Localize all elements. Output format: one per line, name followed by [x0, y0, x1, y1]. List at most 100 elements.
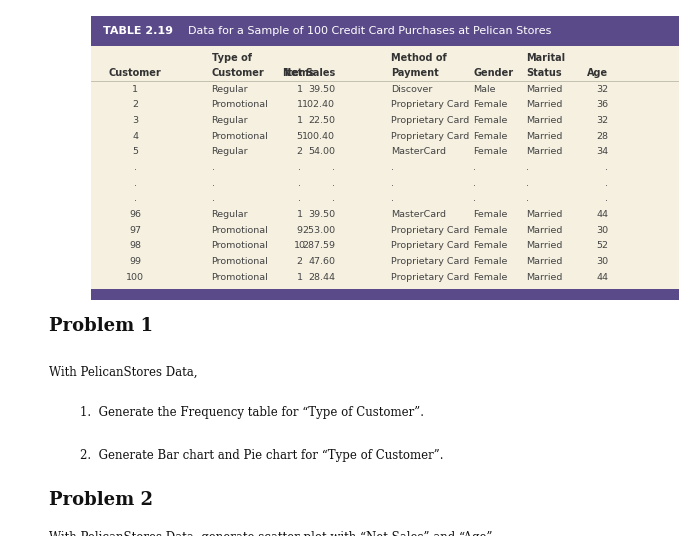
- Text: Type of: Type of: [211, 53, 251, 63]
- Text: Regular: Regular: [211, 116, 248, 125]
- Text: 97: 97: [129, 226, 141, 235]
- Text: Male: Male: [473, 85, 496, 93]
- FancyBboxPatch shape: [91, 16, 679, 300]
- Text: Payment: Payment: [391, 68, 439, 78]
- Text: 30: 30: [596, 226, 608, 235]
- Text: 10: 10: [294, 241, 306, 250]
- Text: 100: 100: [126, 272, 144, 281]
- Text: 44: 44: [596, 210, 608, 219]
- Text: 28: 28: [596, 131, 608, 140]
- Text: 98: 98: [129, 241, 141, 250]
- Text: 1: 1: [297, 116, 302, 125]
- Text: Discover: Discover: [391, 85, 433, 93]
- Text: .: .: [298, 178, 301, 188]
- Text: .: .: [134, 178, 136, 188]
- Text: 36: 36: [596, 100, 608, 109]
- Text: .: .: [332, 178, 335, 188]
- FancyBboxPatch shape: [91, 16, 679, 46]
- Text: Promotional: Promotional: [211, 241, 268, 250]
- Text: Proprietary Card: Proprietary Card: [391, 100, 469, 109]
- Text: 32: 32: [596, 85, 608, 93]
- Text: .: .: [391, 163, 394, 172]
- Text: 5: 5: [132, 147, 138, 156]
- Text: .: .: [211, 163, 214, 172]
- Text: .: .: [332, 194, 335, 203]
- Text: MasterCard: MasterCard: [391, 147, 446, 156]
- Text: Married: Married: [526, 147, 563, 156]
- Text: 2: 2: [297, 147, 302, 156]
- Text: .: .: [606, 194, 608, 203]
- Text: .: .: [211, 178, 214, 188]
- Text: Promotional: Promotional: [211, 131, 268, 140]
- Text: 253.00: 253.00: [302, 226, 335, 235]
- Text: Gender: Gender: [473, 68, 513, 78]
- Text: Promotional: Promotional: [211, 272, 268, 281]
- Text: 1: 1: [297, 272, 302, 281]
- Text: 287.59: 287.59: [302, 241, 335, 250]
- Text: Regular: Regular: [211, 147, 248, 156]
- Text: Female: Female: [473, 272, 508, 281]
- Text: Status: Status: [526, 68, 561, 78]
- Text: Problem 1: Problem 1: [49, 317, 153, 334]
- Text: 5: 5: [297, 131, 302, 140]
- Text: 30: 30: [596, 257, 608, 266]
- Text: 39.50: 39.50: [308, 85, 335, 93]
- Text: 3: 3: [132, 116, 138, 125]
- Text: Regular: Regular: [211, 85, 248, 93]
- Text: .: .: [211, 194, 214, 203]
- Text: .: .: [473, 178, 476, 188]
- Text: 4: 4: [132, 131, 138, 140]
- Text: 39.50: 39.50: [308, 210, 335, 219]
- Text: 1.  Generate the Frequency table for “Type of Customer”.: 1. Generate the Frequency table for “Typ…: [80, 406, 424, 419]
- Text: Female: Female: [473, 131, 508, 140]
- Text: .: .: [391, 194, 394, 203]
- Text: .: .: [298, 163, 301, 172]
- Text: MasterCard: MasterCard: [391, 210, 446, 219]
- Text: .: .: [526, 178, 529, 188]
- Text: 102.40: 102.40: [302, 100, 335, 109]
- Text: 22.50: 22.50: [308, 116, 335, 125]
- Text: Married: Married: [526, 272, 563, 281]
- Text: Proprietary Card: Proprietary Card: [391, 116, 469, 125]
- Text: Female: Female: [473, 210, 508, 219]
- Text: Proprietary Card: Proprietary Card: [391, 131, 469, 140]
- Text: 47.60: 47.60: [308, 257, 335, 266]
- Text: Promotional: Promotional: [211, 100, 268, 109]
- Text: Married: Married: [526, 85, 563, 93]
- Text: 1: 1: [297, 210, 302, 219]
- Text: Married: Married: [526, 257, 563, 266]
- Text: 32: 32: [596, 116, 608, 125]
- Text: 1: 1: [297, 85, 302, 93]
- Text: Female: Female: [473, 241, 508, 250]
- Text: Female: Female: [473, 226, 508, 235]
- Text: Female: Female: [473, 147, 508, 156]
- Text: Married: Married: [526, 241, 563, 250]
- Text: With PelicanStores Data,: With PelicanStores Data,: [49, 366, 197, 379]
- Text: Married: Married: [526, 210, 563, 219]
- Text: 1: 1: [297, 100, 302, 109]
- Text: Data for a Sample of 100 Credit Card Purchases at Pelican Stores: Data for a Sample of 100 Credit Card Pur…: [188, 26, 552, 36]
- Text: Net Sales: Net Sales: [283, 68, 335, 78]
- Text: 2.  Generate Bar chart and Pie chart for “Type of Customer”.: 2. Generate Bar chart and Pie chart for …: [80, 449, 444, 461]
- Text: .: .: [134, 163, 136, 172]
- Text: .: .: [332, 163, 335, 172]
- Text: 44: 44: [596, 272, 608, 281]
- Text: With PelicanStores Data, generate scatter plot with “Net Sales” and “Age”: With PelicanStores Data, generate scatte…: [49, 531, 493, 536]
- Text: Age: Age: [587, 68, 608, 78]
- Text: .: .: [298, 194, 301, 203]
- Text: Customer: Customer: [211, 68, 265, 78]
- Text: Items: Items: [284, 68, 315, 78]
- Text: Proprietary Card: Proprietary Card: [391, 241, 469, 250]
- Text: Method of: Method of: [391, 53, 447, 63]
- FancyBboxPatch shape: [91, 289, 679, 300]
- Text: .: .: [473, 194, 476, 203]
- Text: .: .: [526, 194, 529, 203]
- Text: Married: Married: [526, 131, 563, 140]
- Text: .: .: [606, 163, 608, 172]
- Text: Female: Female: [473, 100, 508, 109]
- Text: Marital: Marital: [526, 53, 565, 63]
- Text: Regular: Regular: [211, 210, 248, 219]
- Text: 54.00: 54.00: [308, 147, 335, 156]
- Text: Promotional: Promotional: [211, 226, 268, 235]
- Text: 34: 34: [596, 147, 608, 156]
